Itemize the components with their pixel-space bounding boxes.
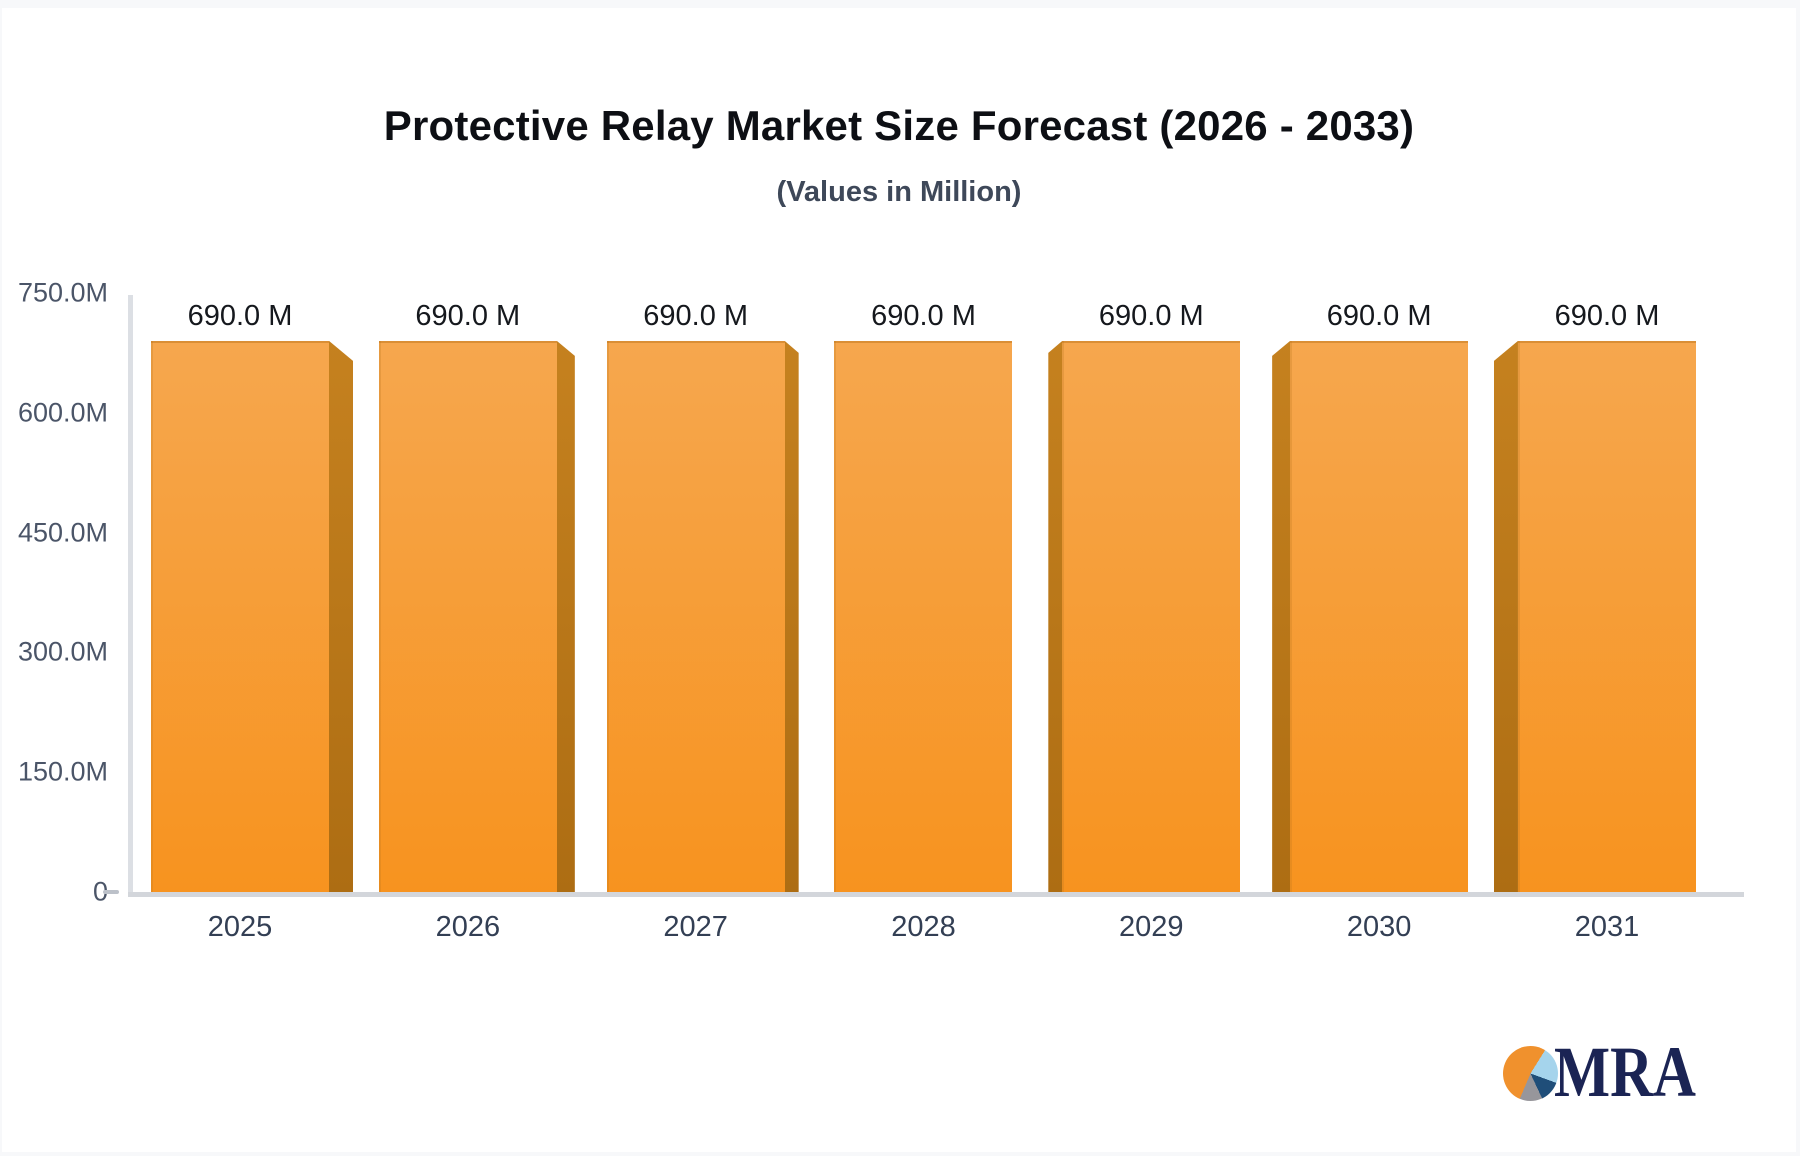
bar-3d-side-face [1048,340,1063,892]
bar-2030[interactable] [1290,340,1469,892]
y-axis-tick-label: 0 [92,876,108,907]
bar-3d-side-face [329,340,353,892]
y-axis-tick-label: 150.0M [17,756,108,787]
bar-3d-side-face [1493,340,1518,892]
x-axis-label: 2028 [891,911,956,943]
mra-logo: MRA [1503,1038,1723,1110]
bar-value-label: 690.0 M [1098,299,1204,332]
y-axis-line [128,295,133,894]
bar-3d-side-face [1272,340,1291,892]
x-axis-label: 2029 [1119,911,1184,943]
x-axis-label: 2030 [1346,911,1412,943]
bar-3d-side-face [784,340,799,892]
y-axis-tick-label: 600.0M [17,397,108,428]
bar-2025[interactable] [151,340,329,892]
bar-value-label: 690.0 M [643,299,749,332]
bar-3d-side-face [556,340,575,892]
bar-2028[interactable] [834,340,1013,892]
chart-subtitle: (Values in Million) [776,176,1022,208]
bar-2029[interactable] [1062,340,1241,892]
pie-chart-logo-icon [1503,1046,1558,1101]
y-axis-tick-label: 450.0M [17,517,108,548]
bar-2031[interactable] [1517,340,1696,892]
bar-2026[interactable] [378,340,557,892]
logo-wordmark-text: MRA [1554,1038,1696,1110]
x-axis-baseline [128,892,1744,897]
bar-value-label: 690.0 M [415,299,521,332]
bar-2027[interactable] [606,340,785,892]
bar-value-label: 690.0 M [1554,299,1660,332]
bar-value-label: 690.0 M [1326,299,1432,332]
chart-card: Protective Relay Market Size Forecast (2… [2,8,1796,1152]
logo-wordmark: MRA [1554,1038,1696,1110]
y-axis-tick-label: 750.0M [17,277,108,308]
chart-title: Protective Relay Market Size Forecast (2… [383,102,1415,149]
x-axis-label: 2026 [435,911,501,943]
y-axis-tick-label: 300.0M [17,636,108,667]
zero-tick-mark [103,890,119,894]
x-axis-label: 2031 [1574,911,1640,943]
x-axis-label: 2027 [663,911,728,943]
bar-value-label: 690.0 M [871,299,976,332]
x-axis-label: 2025 [207,911,273,943]
bar-value-label: 690.0 M [187,299,293,332]
